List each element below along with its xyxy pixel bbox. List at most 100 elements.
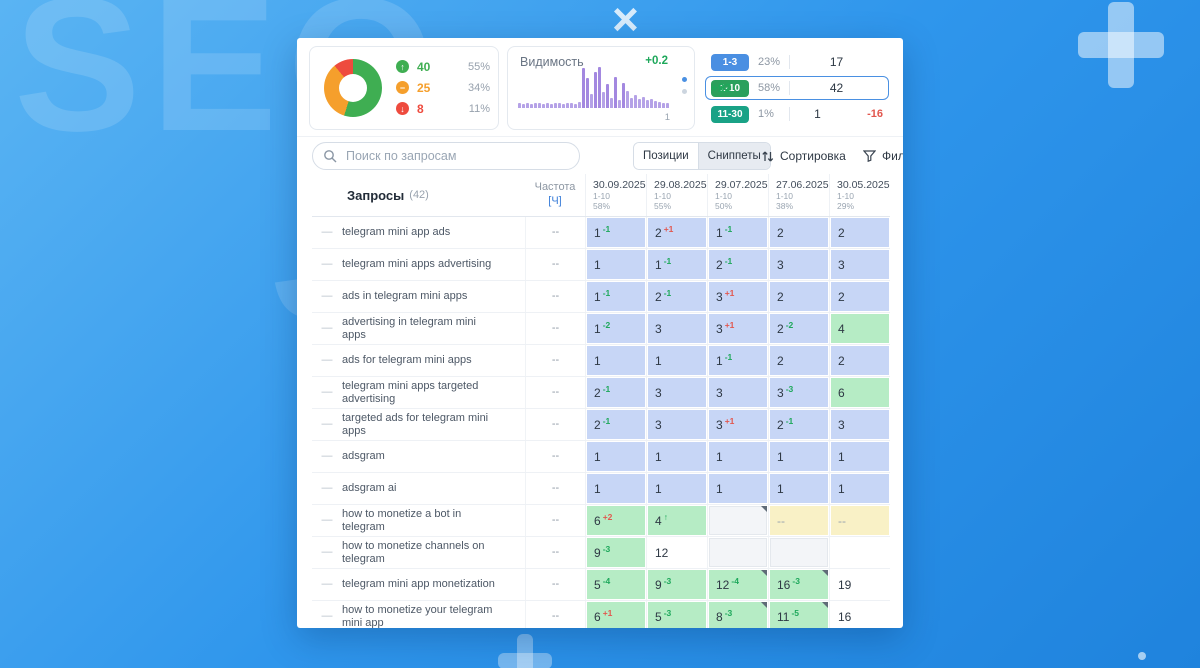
query-cell[interactable]: telegram mini apps advertising (342, 249, 525, 280)
position-cell[interactable]: 1 -1 (707, 345, 768, 376)
position-cell[interactable]: 4 (829, 313, 890, 344)
row-handle[interactable]: — (321, 226, 333, 238)
position-cell[interactable]: 2 -1 (707, 249, 768, 280)
position-cell[interactable]: 3 (646, 409, 707, 440)
filter-button[interactable]: Фильтры (863, 142, 903, 170)
query-cell[interactable]: telegram mini app ads (342, 217, 525, 248)
date-column-header[interactable]: 27.06.2025 1-10 38% (768, 174, 829, 216)
position-cell[interactable]: 8 -3 (707, 601, 768, 628)
position-cell[interactable] (707, 505, 768, 536)
position-cell[interactable]: 2 (768, 345, 829, 376)
position-cell[interactable]: 12 -4 (707, 569, 768, 600)
position-cell[interactable]: 9 -3 (585, 537, 646, 568)
position-cell[interactable]: 3 (829, 409, 890, 440)
query-cell[interactable]: telegram mini app monetization (342, 569, 525, 600)
position-cell[interactable]: 1 -1 (646, 249, 707, 280)
position-cell[interactable]: 3 +1 (707, 313, 768, 344)
position-cell[interactable]: 1 (829, 441, 890, 472)
date-column-header[interactable]: 29.07.2025 1-10 50% (707, 174, 768, 216)
position-cell[interactable]: 1 (768, 441, 829, 472)
position-cell[interactable]: 3 (829, 249, 890, 280)
position-cell[interactable]: 3 (646, 313, 707, 344)
position-cell[interactable]: 1 -1 (585, 281, 646, 312)
position-cell[interactable]: 6 (829, 377, 890, 408)
date-column-header[interactable]: 30.09.2025 1-10 58% (585, 174, 646, 216)
tab-positions[interactable]: Позиции (634, 143, 698, 169)
position-cell[interactable]: 3 (646, 377, 707, 408)
query-cell[interactable]: advertising in telegram mini apps (342, 313, 525, 344)
top-range-row[interactable]: 1-3 23% 17 +9 (705, 50, 889, 95)
position-cell[interactable]: 2 -1 (768, 409, 829, 440)
query-cell[interactable]: how to monetize channels on telegram (342, 537, 525, 568)
position-cell[interactable]: 5 -3 (646, 601, 707, 628)
position-cell[interactable]: 2 -1 (646, 281, 707, 312)
position-cell[interactable]: 11 -5 (768, 601, 829, 628)
row-handle[interactable]: — (321, 290, 333, 302)
position-cell[interactable]: 1 -1 (585, 217, 646, 248)
position-cell[interactable]: 1 (707, 473, 768, 504)
row-handle[interactable]: — (321, 386, 333, 398)
position-cell[interactable]: 6 +1 (585, 601, 646, 628)
position-cell[interactable]: 1 (646, 473, 707, 504)
position-cell[interactable]: 2 -1 (585, 377, 646, 408)
position-cell[interactable]: 5 -4 (585, 569, 646, 600)
row-handle[interactable]: — (321, 322, 333, 334)
position-cell[interactable]: 1 (585, 441, 646, 472)
position-cell[interactable]: 1 (646, 441, 707, 472)
query-cell[interactable]: how to monetize your telegram mini app (342, 601, 525, 628)
position-cell[interactable]: 3 +1 (707, 409, 768, 440)
position-cell[interactable]: 2 +1 (646, 217, 707, 248)
position-cell[interactable]: 16 (829, 601, 890, 628)
position-cell[interactable]: 3 -3 (768, 377, 829, 408)
position-cell[interactable]: 3 +1 (707, 281, 768, 312)
position-cell[interactable]: 2 (829, 281, 890, 312)
row-handle[interactable]: — (321, 418, 333, 430)
row-handle[interactable]: — (321, 450, 333, 462)
query-cell[interactable]: ads in telegram mini apps (342, 281, 525, 312)
query-cell[interactable]: telegram mini apps targeted advertising (342, 377, 525, 408)
position-cell[interactable]: 4 ↑ (646, 505, 707, 536)
position-cell[interactable]: 16 -3 (768, 569, 829, 600)
position-cell[interactable] (768, 537, 829, 568)
position-cell[interactable]: -- (768, 505, 829, 536)
position-cell[interactable]: 19 (829, 569, 890, 600)
row-handle[interactable]: — (321, 610, 333, 622)
position-cell[interactable]: 1 -1 (707, 217, 768, 248)
position-cell[interactable]: 1 -2 (585, 313, 646, 344)
date-column-header[interactable]: 30.05.2025 1-10 29% (829, 174, 890, 216)
search-input[interactable] (344, 148, 569, 164)
search-box[interactable] (312, 142, 580, 170)
row-handle[interactable]: — (321, 482, 333, 494)
queries-column-header[interactable]: Запросы (42) (342, 174, 525, 216)
row-handle[interactable]: — (321, 354, 333, 366)
position-cell[interactable]: 1 (707, 441, 768, 472)
date-column-header[interactable]: 29.08.2025 1-10 55% (646, 174, 707, 216)
query-cell[interactable]: targeted ads for telegram mini apps (342, 409, 525, 440)
query-cell[interactable]: how to monetize a bot in telegram (342, 505, 525, 536)
top-range-row[interactable]: 1-10 58% 42 +22 (705, 76, 889, 100)
position-cell[interactable]: 2 -1 (585, 409, 646, 440)
row-handle[interactable]: — (321, 258, 333, 270)
query-cell[interactable]: adsgram (342, 441, 525, 472)
frequency-column-header[interactable]: Частота [Ч] (525, 174, 585, 216)
position-cell[interactable]: 1 (829, 473, 890, 504)
position-cell[interactable]: 1 (585, 473, 646, 504)
position-cell[interactable]: 2 (768, 217, 829, 248)
carousel-dot-active[interactable] (682, 77, 687, 82)
row-handle[interactable]: — (321, 546, 333, 558)
position-cell[interactable]: 2 -2 (768, 313, 829, 344)
position-cell[interactable]: 2 (768, 281, 829, 312)
position-cell[interactable]: 12 (646, 537, 707, 568)
carousel-dot[interactable] (682, 89, 687, 94)
position-cell[interactable]: 3 (707, 377, 768, 408)
tab-snippets[interactable]: Сниппеты (697, 143, 770, 169)
position-cell[interactable]: 6 +2 (585, 505, 646, 536)
position-cell[interactable]: 9 -3 (646, 569, 707, 600)
position-cell[interactable]: 1 (768, 473, 829, 504)
query-cell[interactable]: ads for telegram mini apps (342, 345, 525, 376)
position-cell[interactable]: 1 (646, 345, 707, 376)
position-cell[interactable]: 1 (585, 249, 646, 280)
row-handle[interactable]: — (321, 578, 333, 590)
position-cell[interactable]: 2 (829, 217, 890, 248)
position-cell[interactable]: 2 (829, 345, 890, 376)
